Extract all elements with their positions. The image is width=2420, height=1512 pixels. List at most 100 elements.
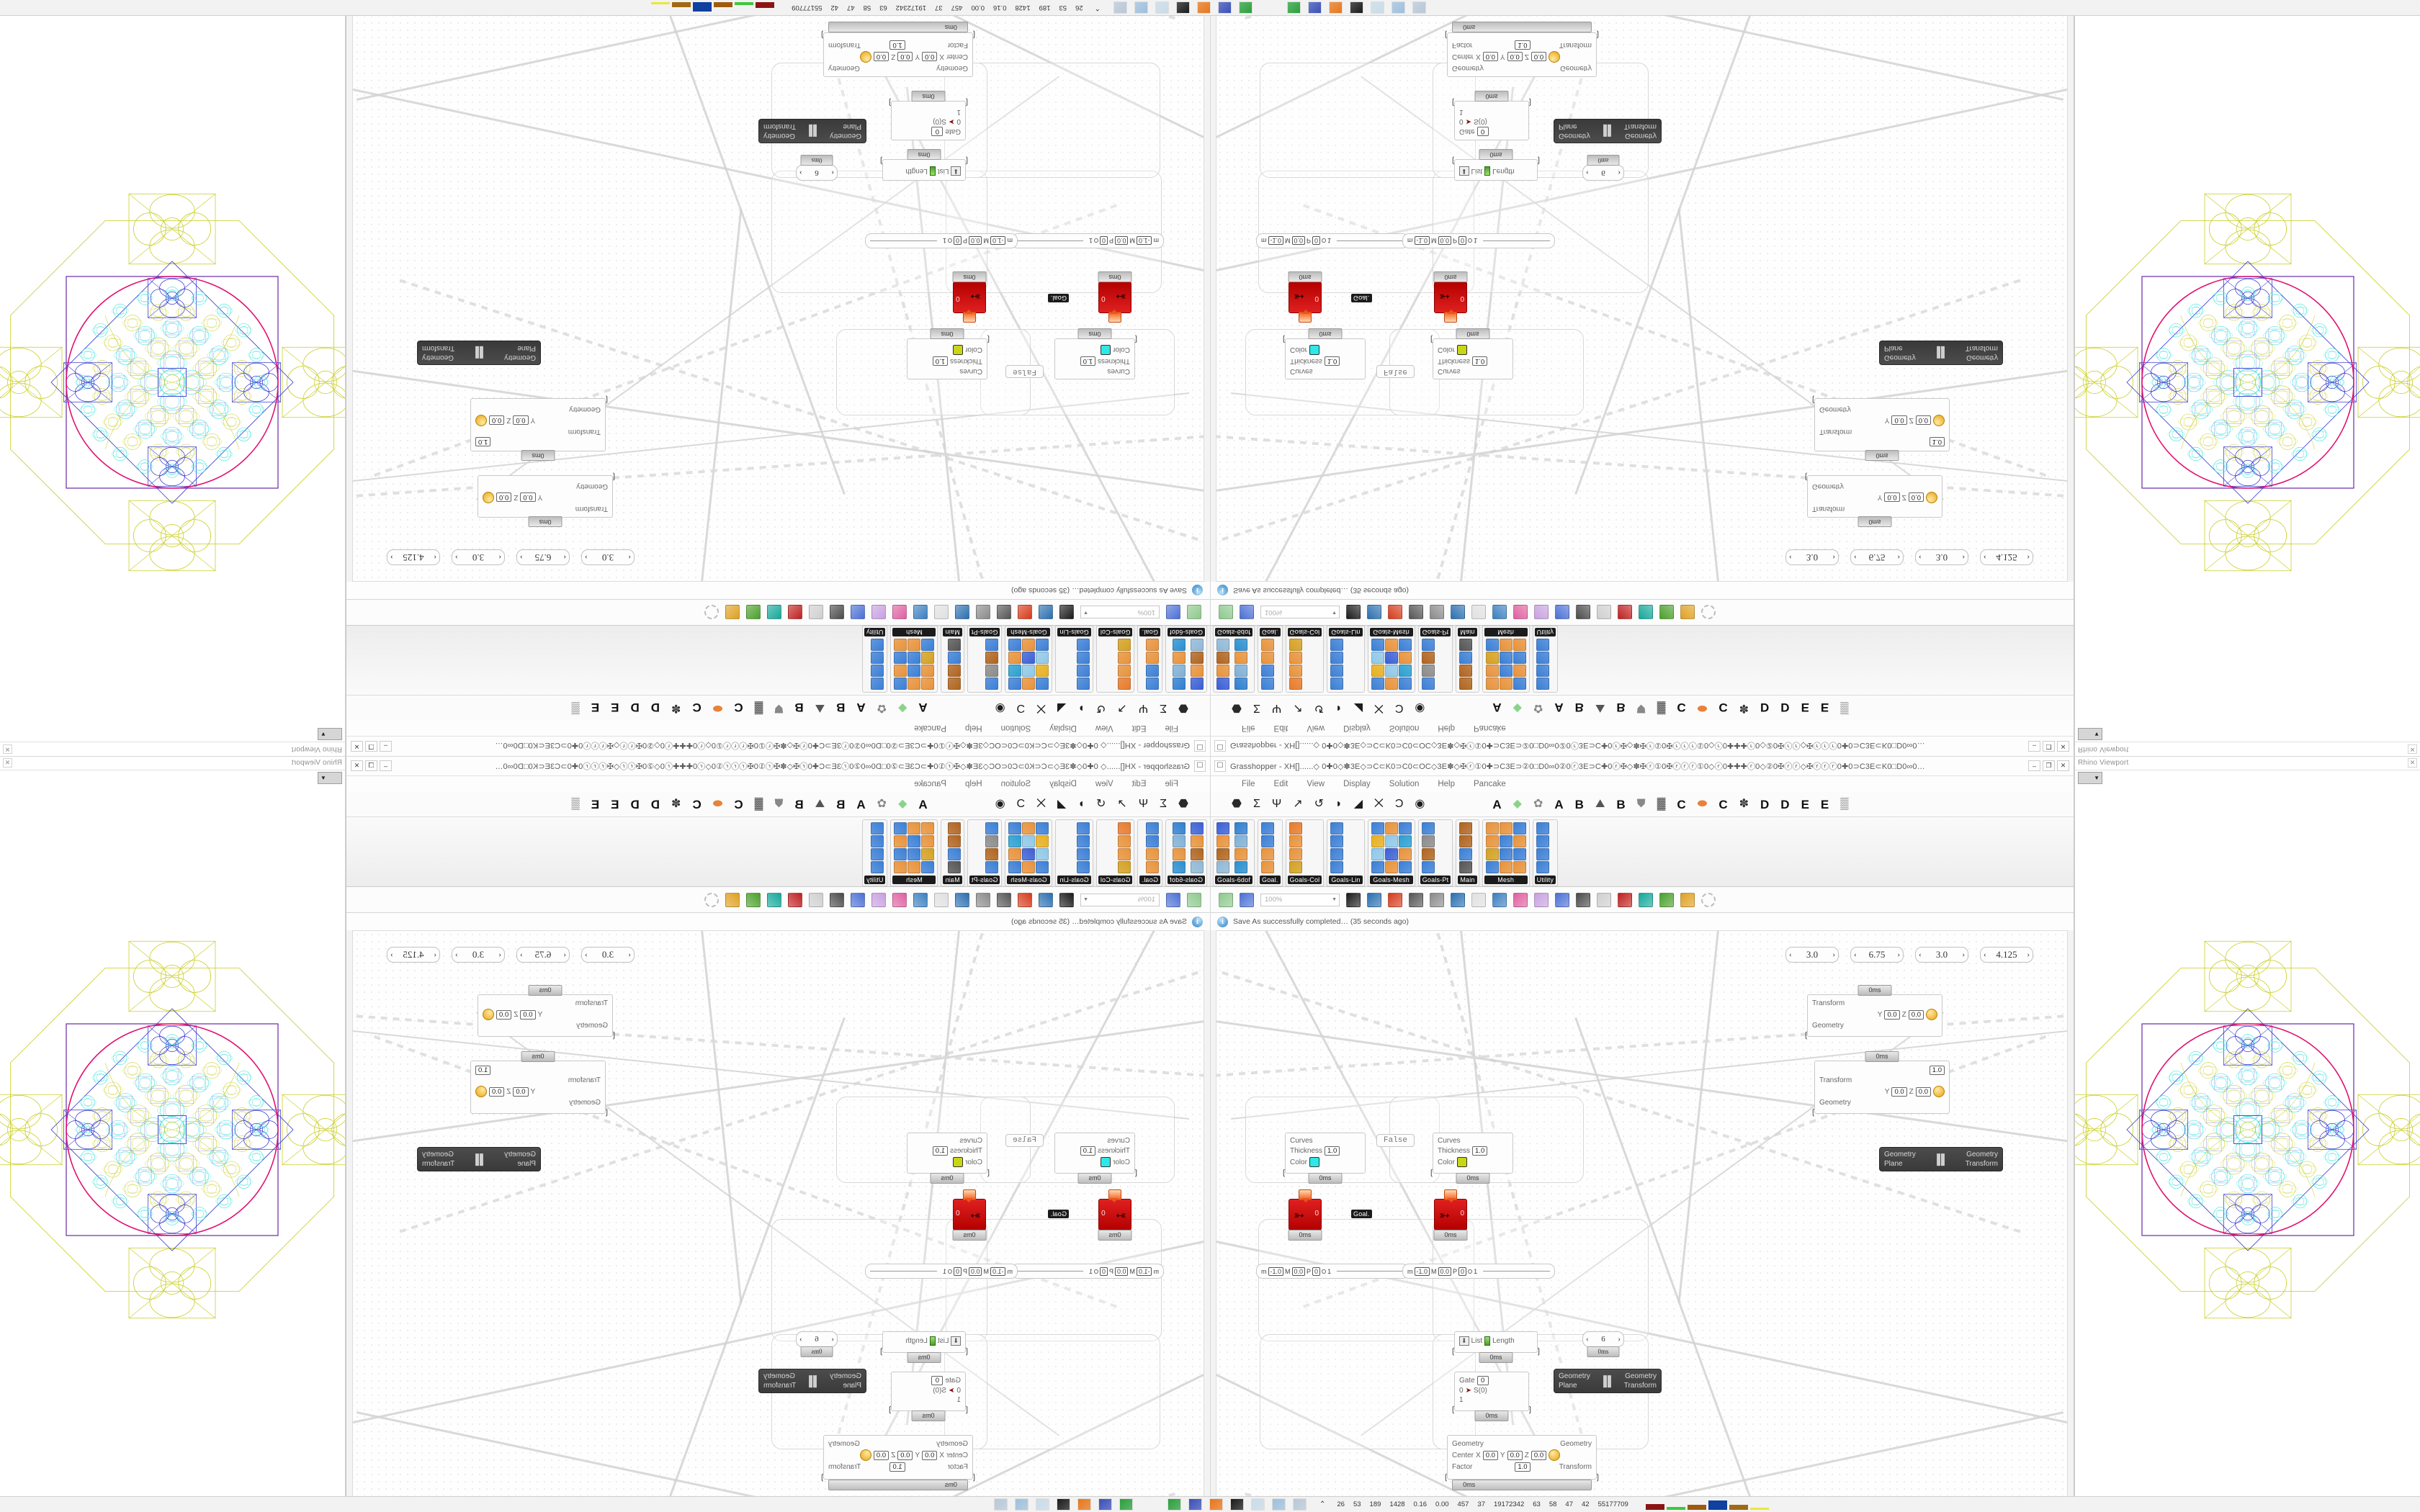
component-icon-1-0[interactable] xyxy=(1145,678,1159,690)
precision-value[interactable]: 0 xyxy=(1312,236,1321,246)
component-icon-4-6[interactable] xyxy=(1022,652,1036,664)
kangaroo-d-icon[interactable]: D xyxy=(1760,701,1770,715)
rhino-viewport-panel[interactable]: Rhino Viewport ✕ ▼ xyxy=(2074,756,2420,1512)
component-icon-2-1[interactable] xyxy=(1289,665,1302,677)
extra-value[interactable]: 1.0 xyxy=(1929,1066,1945,1075)
center-value-z[interactable]: 0.0 xyxy=(1531,52,1547,62)
ribbon-tab-goals-lin[interactable]: Goals-Lin xyxy=(1057,628,1091,636)
color-swatch[interactable] xyxy=(1309,1157,1319,1167)
component-icon-0-5[interactable] xyxy=(1234,835,1247,847)
component-icon-1-3[interactable] xyxy=(1261,639,1275,651)
center-value-z[interactable]: 0.0 xyxy=(873,52,889,62)
mesh-icon[interactable]: ◢ xyxy=(1057,798,1067,810)
dashed-circle-icon[interactable] xyxy=(1701,892,1716,907)
notes-icon[interactable] xyxy=(1471,892,1486,907)
component-icon-4-0[interactable] xyxy=(1371,678,1384,690)
kangaroo-c-icon[interactable]: C xyxy=(1677,797,1686,811)
ribbon-tab-main[interactable]: Main xyxy=(1458,876,1477,884)
ribbon-tab-goals-pt[interactable]: Goals-Pt xyxy=(969,876,1000,884)
kangaroo-a2-icon[interactable]: A xyxy=(1554,701,1564,715)
number-slider-top-2[interactable]: 6.75 0ms xyxy=(516,934,570,963)
balloon-icon[interactable] xyxy=(1534,605,1549,620)
ribbon-tab-goals-pt[interactable]: Goals-Pt xyxy=(969,628,1000,636)
ribbon-group-goals-lin[interactable]: Goals-Lin xyxy=(1327,819,1365,886)
center-value-y[interactable]: 0.0 xyxy=(1507,1450,1523,1460)
component-icon-4-1[interactable] xyxy=(1036,665,1049,677)
firefox-icon[interactable] xyxy=(1329,1,1343,14)
menu-item-display[interactable]: Display xyxy=(1049,780,1077,788)
ribbon-tab-goals-mesh[interactable]: Goals-Mesh xyxy=(1369,628,1413,636)
leaf-icon[interactable]: ◆ xyxy=(1512,702,1522,714)
color-swatch[interactable] xyxy=(953,1157,964,1167)
taskbar-bottom[interactable]: ⌃ 26 53 189 1428 0.16 0.00 457 37 19172342 63 58 47 4… xyxy=(0,1496,2420,1512)
component-icon-6-2[interactable] xyxy=(947,848,961,860)
menu-item-pancake[interactable]: Pancake xyxy=(914,724,946,732)
ribbon-group-goals-mesh[interactable]: Goals-Mesh xyxy=(1367,626,1415,693)
component-icon-6-2[interactable] xyxy=(1459,848,1473,860)
component-icon-1-2[interactable] xyxy=(1261,848,1275,860)
component-icon-4-11[interactable] xyxy=(1398,861,1412,873)
grid-icon[interactable]: ▓ xyxy=(754,702,763,714)
component-icon-6-0[interactable] xyxy=(947,678,961,690)
open-file-icon[interactable] xyxy=(1187,892,1201,907)
component-icon-7-6[interactable] xyxy=(908,652,921,664)
text-editor-icon-mirror[interactable] xyxy=(1293,1498,1307,1511)
close-button[interactable]: ✕ xyxy=(351,741,363,752)
transform-dark-node-top[interactable]: Geometry Geometry Plane Transform ▐▌ xyxy=(417,341,541,365)
maths-icon[interactable]: Σ xyxy=(1160,798,1168,810)
range-slider-1[interactable]: m -1.0 M 0.0 P 0 1 xyxy=(1011,233,1164,248)
taskbar-apps[interactable] xyxy=(994,1498,1307,1511)
center-value-z[interactable]: 0.0 xyxy=(873,1450,889,1460)
anemone-loop-1[interactable]: ➳ 0 0ms xyxy=(1098,1189,1132,1241)
component-icon-5-1[interactable] xyxy=(1421,835,1435,847)
center-value-y[interactable]: 0.0 xyxy=(897,52,913,62)
min-value[interactable]: -1.0 xyxy=(1136,236,1152,246)
component-icon-3-3[interactable] xyxy=(1330,861,1344,873)
component-icon-5-3[interactable] xyxy=(985,639,999,651)
component-icon-8-1[interactable] xyxy=(871,835,884,847)
bird-icon[interactable]: ✽ xyxy=(671,798,681,810)
color-swatch[interactable] xyxy=(1456,345,1467,355)
notes-icon[interactable] xyxy=(934,892,949,907)
params-icon[interactable]: ⬣ xyxy=(1178,702,1188,714)
component-icon-8-1[interactable] xyxy=(871,665,884,677)
axis-value-y[interactable]: 0.0 xyxy=(513,415,529,426)
axis-value-z[interactable]: 0.0 xyxy=(496,1009,512,1020)
factor-value[interactable]: 1.0 xyxy=(889,40,905,50)
cow-icon[interactable] xyxy=(1057,1498,1070,1511)
component-icon-8-0[interactable] xyxy=(1536,822,1549,834)
component-icon-3-0[interactable] xyxy=(1076,822,1090,834)
kangaroo-a-icon[interactable]: A xyxy=(918,701,928,715)
slider-track[interactable] xyxy=(1483,240,1550,241)
ribbon-tab-goals-6dof[interactable]: Goals-6dof xyxy=(1215,876,1253,884)
component-icon-4-11[interactable] xyxy=(1398,639,1412,651)
kangaroo-d2-icon[interactable]: D xyxy=(1780,701,1790,715)
range-slider-2[interactable]: m -1.0 M 0.0 P 0 1 xyxy=(1402,1264,1555,1279)
component-icon-5-1[interactable] xyxy=(1421,665,1435,677)
scale-node-1[interactable]: Geometry Geometry Center X 0.0 Y 0.0 Z 0.0 Factor… xyxy=(819,22,977,77)
component-icon-6-2[interactable] xyxy=(947,652,961,664)
save-file-icon[interactable] xyxy=(1166,892,1180,907)
vector-icon[interactable]: ↗ xyxy=(1293,798,1303,810)
minimize-button[interactable]: – xyxy=(380,760,392,771)
kangaroo-a2-icon[interactable]: A xyxy=(856,797,866,811)
ribbon-group-goal.[interactable]: Goal. xyxy=(1137,626,1162,693)
viewport-close-icon[interactable]: ✕ xyxy=(3,744,12,754)
transform-dark-node-top[interactable]: Geometry Geometry Plane Transform ▐▌ xyxy=(1879,1147,2003,1171)
custom-preview-node-2[interactable]: Curves Thickness 1.0 Color 0ms ❲ xyxy=(907,328,992,379)
component-icon-0-5[interactable] xyxy=(1173,665,1186,677)
component-icon-2-1[interactable] xyxy=(1118,835,1131,847)
component-icon-2-3[interactable] xyxy=(1118,639,1131,651)
component-icon-8-2[interactable] xyxy=(1536,652,1549,664)
quadrant-bottom-right[interactable]: ☐ Grasshopper - XH[]......◇ 0✚0◇✽3E◇⊃C⊂K… xyxy=(1210,756,2420,1512)
component-icon-5-2[interactable] xyxy=(1421,652,1435,664)
scale-node-1[interactable]: Geometry Geometry Center X 0.0 Y 0.0 Z 0.0 Factor… xyxy=(819,1435,977,1490)
max-value[interactable]: 0.0 xyxy=(1291,236,1306,246)
list-length-node[interactable]: ⬇ List Length 0ms ❲ ❳ xyxy=(878,149,970,181)
save-file-icon[interactable] xyxy=(1166,605,1180,620)
params-icon[interactable]: ⬣ xyxy=(1232,798,1242,810)
ribbon-tab-mesh[interactable]: Mesh xyxy=(1484,876,1528,884)
